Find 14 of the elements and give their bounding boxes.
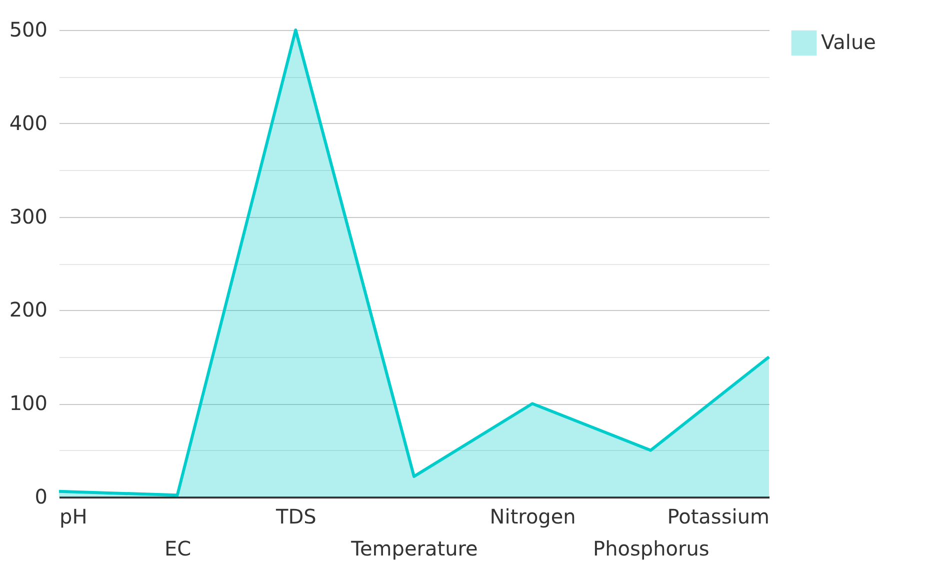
x-tick-label: Temperature <box>350 536 478 560</box>
x-tick-label: TDS <box>275 504 316 528</box>
y-tick-label: 500 <box>9 18 48 42</box>
y-tick-label: 300 <box>9 204 48 228</box>
y-tick-label: 100 <box>9 391 48 416</box>
legend-label: Value <box>821 30 876 54</box>
y-tick-label: 200 <box>9 298 48 322</box>
x-tick-label: Phosphorus <box>593 536 710 560</box>
x-tick-label: Potassium <box>667 504 770 528</box>
y-tick-label: 0 <box>34 484 48 508</box>
x-tick-label: Nitrogen <box>490 504 576 528</box>
x-tick-label: pH <box>60 504 88 528</box>
x-tick-label: EC <box>164 536 192 560</box>
y-tick-label: 400 <box>9 110 48 135</box>
